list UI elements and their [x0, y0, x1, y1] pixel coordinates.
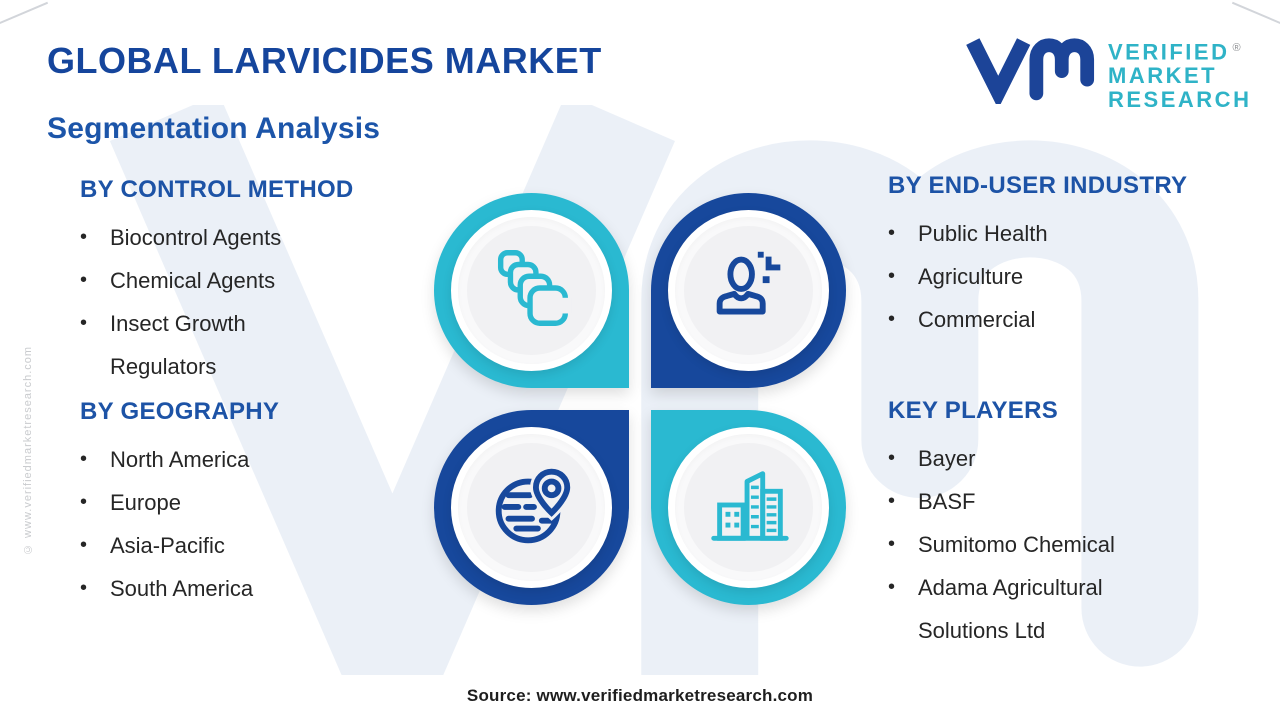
bullet-marker: • [888, 576, 896, 598]
section-heading: KEY PLAYERS [888, 397, 1059, 424]
bullet-marker: • [888, 447, 896, 469]
section-by-control-method: BY CONTROL METHOD • Biocontrol Agents • Ch… [80, 176, 430, 388]
quadrant-disc [451, 427, 612, 588]
quadrant-disc [668, 427, 829, 588]
quadrant-key-players [651, 410, 846, 605]
bullet-marker: • [80, 226, 88, 248]
quadrant-end-user [651, 193, 846, 388]
end-user-list: • Public Health • Agriculture • Commercial [888, 212, 1258, 341]
copy-stack-icon [485, 241, 579, 340]
list-item: • Asia-Pacific [80, 524, 420, 567]
list-item: • South America [80, 567, 420, 610]
bullet-marker: • [80, 577, 88, 599]
registered-mark: ® [1232, 42, 1244, 54]
bullet-marker: • [80, 534, 88, 556]
bullet-marker: • [80, 312, 88, 334]
side-watermark-url: © www.verifiedmarketresearch.com [22, 345, 34, 555]
section-by-end-user-industry: BY END-USER INDUSTRY • Public Health • Agr… [888, 172, 1258, 341]
corner-decoration [1231, 1, 1280, 27]
logo-line-market: MARKET [1108, 63, 1218, 89]
source-line: Source: www.verifiedmarketresearch.com [466, 686, 814, 705]
list-item: • BASF [888, 480, 1268, 523]
bullet-marker: • [888, 265, 896, 287]
section-heading: BY END-USER INDUSTRY [888, 172, 1188, 199]
list-item: • Adama Agricultural Solutions Ltd [888, 566, 1268, 652]
page-title: GLOBAL LARVICIDES MARKET [47, 40, 602, 81]
logo-line-research: RESEARCH [1108, 87, 1252, 113]
key-players-list: • Bayer • BASF • Sumitomo Chemical • Adama A… [888, 437, 1268, 652]
page-subtitle: Segmentation Analysis [47, 112, 381, 145]
vm-logo-icon [962, 32, 1108, 109]
section-by-geography: BY GEOGRAPHY • North America • Europe • Asi… [80, 398, 420, 610]
list-item: • Chemical Agents [80, 259, 430, 302]
control-method-list: • Biocontrol Agents • Chemical Agents • Ins… [80, 216, 430, 388]
bullet-marker: • [888, 533, 896, 555]
bullet-marker: • [888, 308, 896, 330]
quadrant-disc [451, 210, 612, 371]
section-key-players: KEY PLAYERS • Bayer • BASF • Sumitomo Chemi… [888, 397, 1268, 652]
bullet-marker: • [80, 448, 88, 470]
quadrant-disc [668, 210, 829, 371]
list-item: • Public Health [888, 212, 1258, 255]
bullet-marker: • [80, 269, 88, 291]
list-item: • Biocontrol Agents [80, 216, 430, 259]
vmr-logo: VERIFIED ® MARKET RESEARCH [962, 32, 1251, 112]
person-icon [702, 241, 796, 340]
quadrant-geography [434, 410, 629, 605]
list-item: • Insect Growth Regulators [80, 302, 430, 388]
list-item: • North America [80, 438, 420, 481]
buildings-icon [702, 458, 796, 557]
globe-pin-icon [485, 458, 579, 557]
list-item: • Commercial [888, 298, 1258, 341]
section-heading: BY GEOGRAPHY [80, 398, 280, 425]
bullet-marker: • [80, 491, 88, 513]
bullet-marker: • [888, 490, 896, 512]
corner-decoration [0, 1, 49, 27]
list-item: • Bayer [888, 437, 1268, 480]
section-heading: BY CONTROL METHOD [80, 176, 354, 203]
list-item: • Agriculture [888, 255, 1258, 298]
segmentation-quadrants [434, 193, 846, 605]
list-item: • Europe [80, 481, 420, 524]
logo-line-verified: VERIFIED ® [1108, 39, 1244, 65]
bullet-marker: • [888, 222, 896, 244]
geography-list: • North America • Europe • Asia-Pacific • So… [80, 438, 420, 610]
quadrant-control-method [434, 193, 629, 388]
list-item: • Sumitomo Chemical [888, 523, 1268, 566]
